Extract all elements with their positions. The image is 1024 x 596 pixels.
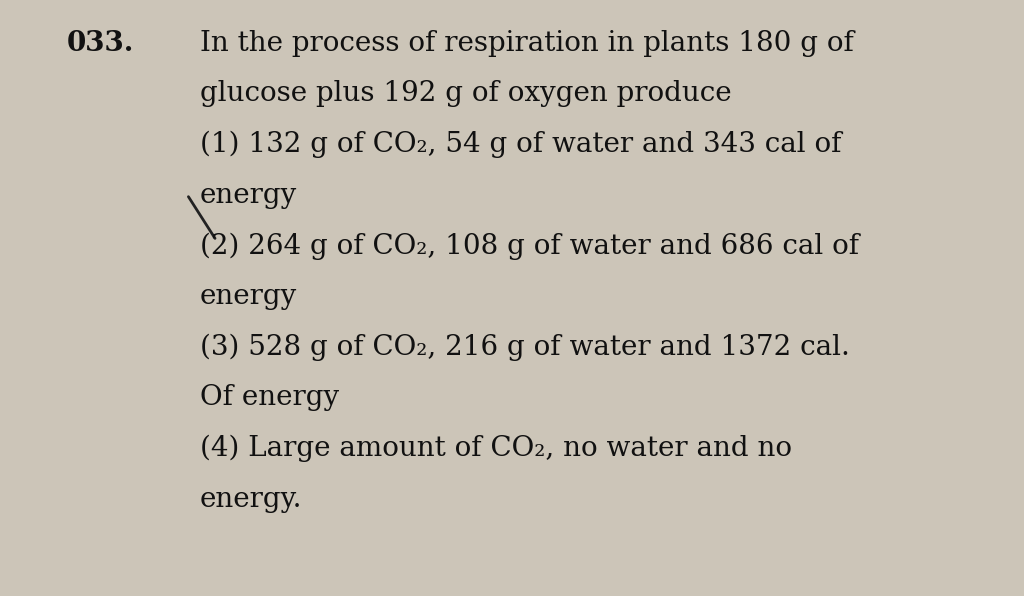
Text: Of energy: Of energy [200, 384, 339, 411]
Text: In the process of respiration in plants 180 g of: In the process of respiration in plants … [200, 30, 854, 57]
Text: 033.: 033. [67, 30, 134, 57]
Text: energy.: energy. [200, 486, 302, 513]
Text: (3) 528 g of CO₂, 216 g of water and 1372 cal.: (3) 528 g of CO₂, 216 g of water and 137… [200, 334, 850, 361]
Text: (2) 264 g of CO₂, 108 g of water and 686 cal of: (2) 264 g of CO₂, 108 g of water and 686… [200, 232, 859, 260]
Text: (1) 132 g of CO₂, 54 g of water and 343 cal of: (1) 132 g of CO₂, 54 g of water and 343 … [200, 131, 841, 159]
Text: glucose plus 192 g of oxygen produce: glucose plus 192 g of oxygen produce [200, 80, 731, 107]
Text: energy: energy [200, 283, 297, 310]
Text: energy: energy [200, 182, 297, 209]
Text: (4) Large amount of CO₂, no water and no: (4) Large amount of CO₂, no water and no [200, 435, 792, 462]
